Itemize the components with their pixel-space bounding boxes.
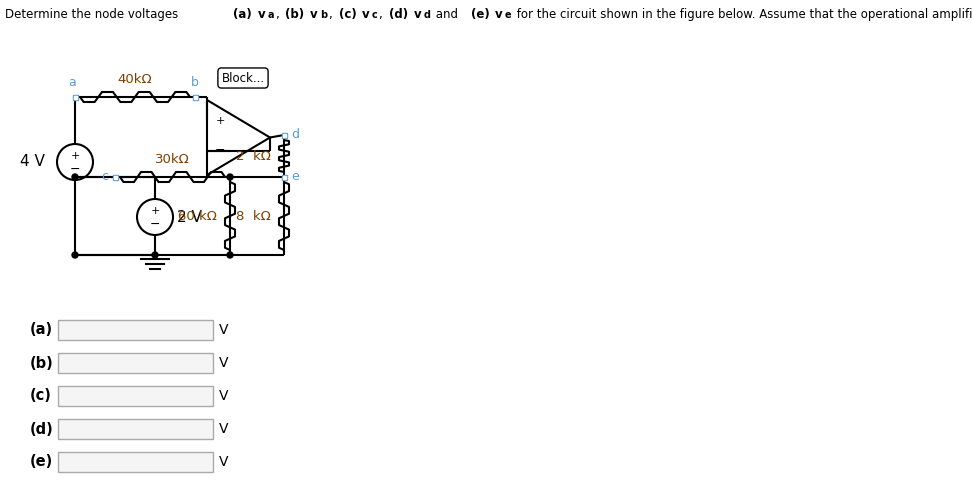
Text: 60 kΩ: 60 kΩ xyxy=(178,210,217,222)
Text: v: v xyxy=(362,8,369,21)
Text: e: e xyxy=(291,170,298,183)
Text: (e): (e) xyxy=(30,455,53,470)
Text: 30kΩ: 30kΩ xyxy=(156,153,190,166)
Text: −: − xyxy=(150,218,160,230)
Text: 40kΩ: 40kΩ xyxy=(118,73,153,86)
Text: +: + xyxy=(216,116,225,126)
Text: V: V xyxy=(219,422,228,436)
Text: and: and xyxy=(433,8,462,21)
Bar xyxy=(283,134,286,137)
Text: d: d xyxy=(423,10,431,20)
Bar xyxy=(282,174,287,179)
Bar xyxy=(58,386,213,406)
Text: ,: , xyxy=(330,8,336,21)
Text: +: + xyxy=(151,206,159,216)
Text: V: V xyxy=(219,323,228,337)
Text: (b): (b) xyxy=(286,8,304,21)
Text: a: a xyxy=(68,76,76,89)
Bar xyxy=(192,95,197,99)
Bar xyxy=(114,175,117,178)
Bar xyxy=(113,174,118,179)
Text: +: + xyxy=(70,151,80,161)
Text: v: v xyxy=(258,8,265,21)
Circle shape xyxy=(227,252,233,258)
Text: (a): (a) xyxy=(30,323,53,338)
Circle shape xyxy=(227,174,233,180)
Bar xyxy=(193,95,196,98)
Bar xyxy=(58,419,213,439)
Circle shape xyxy=(152,252,158,258)
Text: (c): (c) xyxy=(339,8,357,21)
Text: for the circuit shown in the figure below. Assume that the operational amplifier: for the circuit shown in the figure belo… xyxy=(513,8,972,21)
Text: Block...: Block... xyxy=(222,72,264,85)
Bar xyxy=(283,175,286,178)
Text: Determine the node voltages: Determine the node voltages xyxy=(5,8,182,21)
Text: v: v xyxy=(413,8,421,21)
Bar xyxy=(74,95,77,98)
Text: (d): (d) xyxy=(389,8,408,21)
Text: V: V xyxy=(219,455,228,469)
Text: e: e xyxy=(504,10,511,20)
Text: (c): (c) xyxy=(30,389,52,404)
Text: 8  kΩ: 8 kΩ xyxy=(236,210,271,222)
Text: −: − xyxy=(70,162,81,175)
Text: −: − xyxy=(215,144,226,157)
Bar xyxy=(58,320,213,340)
Text: c: c xyxy=(101,170,108,183)
Text: (d): (d) xyxy=(30,421,53,436)
Bar xyxy=(73,95,78,99)
Text: a: a xyxy=(267,10,274,20)
Text: c: c xyxy=(371,10,377,20)
Text: V: V xyxy=(219,389,228,403)
Text: 2 V: 2 V xyxy=(177,210,202,224)
Circle shape xyxy=(72,174,78,180)
Text: v: v xyxy=(310,8,318,21)
Bar xyxy=(58,452,213,472)
Bar xyxy=(282,133,287,138)
Circle shape xyxy=(72,252,78,258)
Text: 4 V: 4 V xyxy=(20,155,45,169)
Text: (e): (e) xyxy=(470,8,489,21)
Text: b: b xyxy=(320,10,328,20)
Text: ,: , xyxy=(276,8,283,21)
Text: 2  kΩ: 2 kΩ xyxy=(236,150,271,162)
Text: (b): (b) xyxy=(30,355,53,370)
Text: b: b xyxy=(191,76,199,89)
Text: ,: , xyxy=(379,8,387,21)
Bar xyxy=(58,353,213,373)
Text: d: d xyxy=(291,129,299,142)
Text: (a): (a) xyxy=(233,8,252,21)
Text: V: V xyxy=(219,356,228,370)
Text: v: v xyxy=(495,8,503,21)
